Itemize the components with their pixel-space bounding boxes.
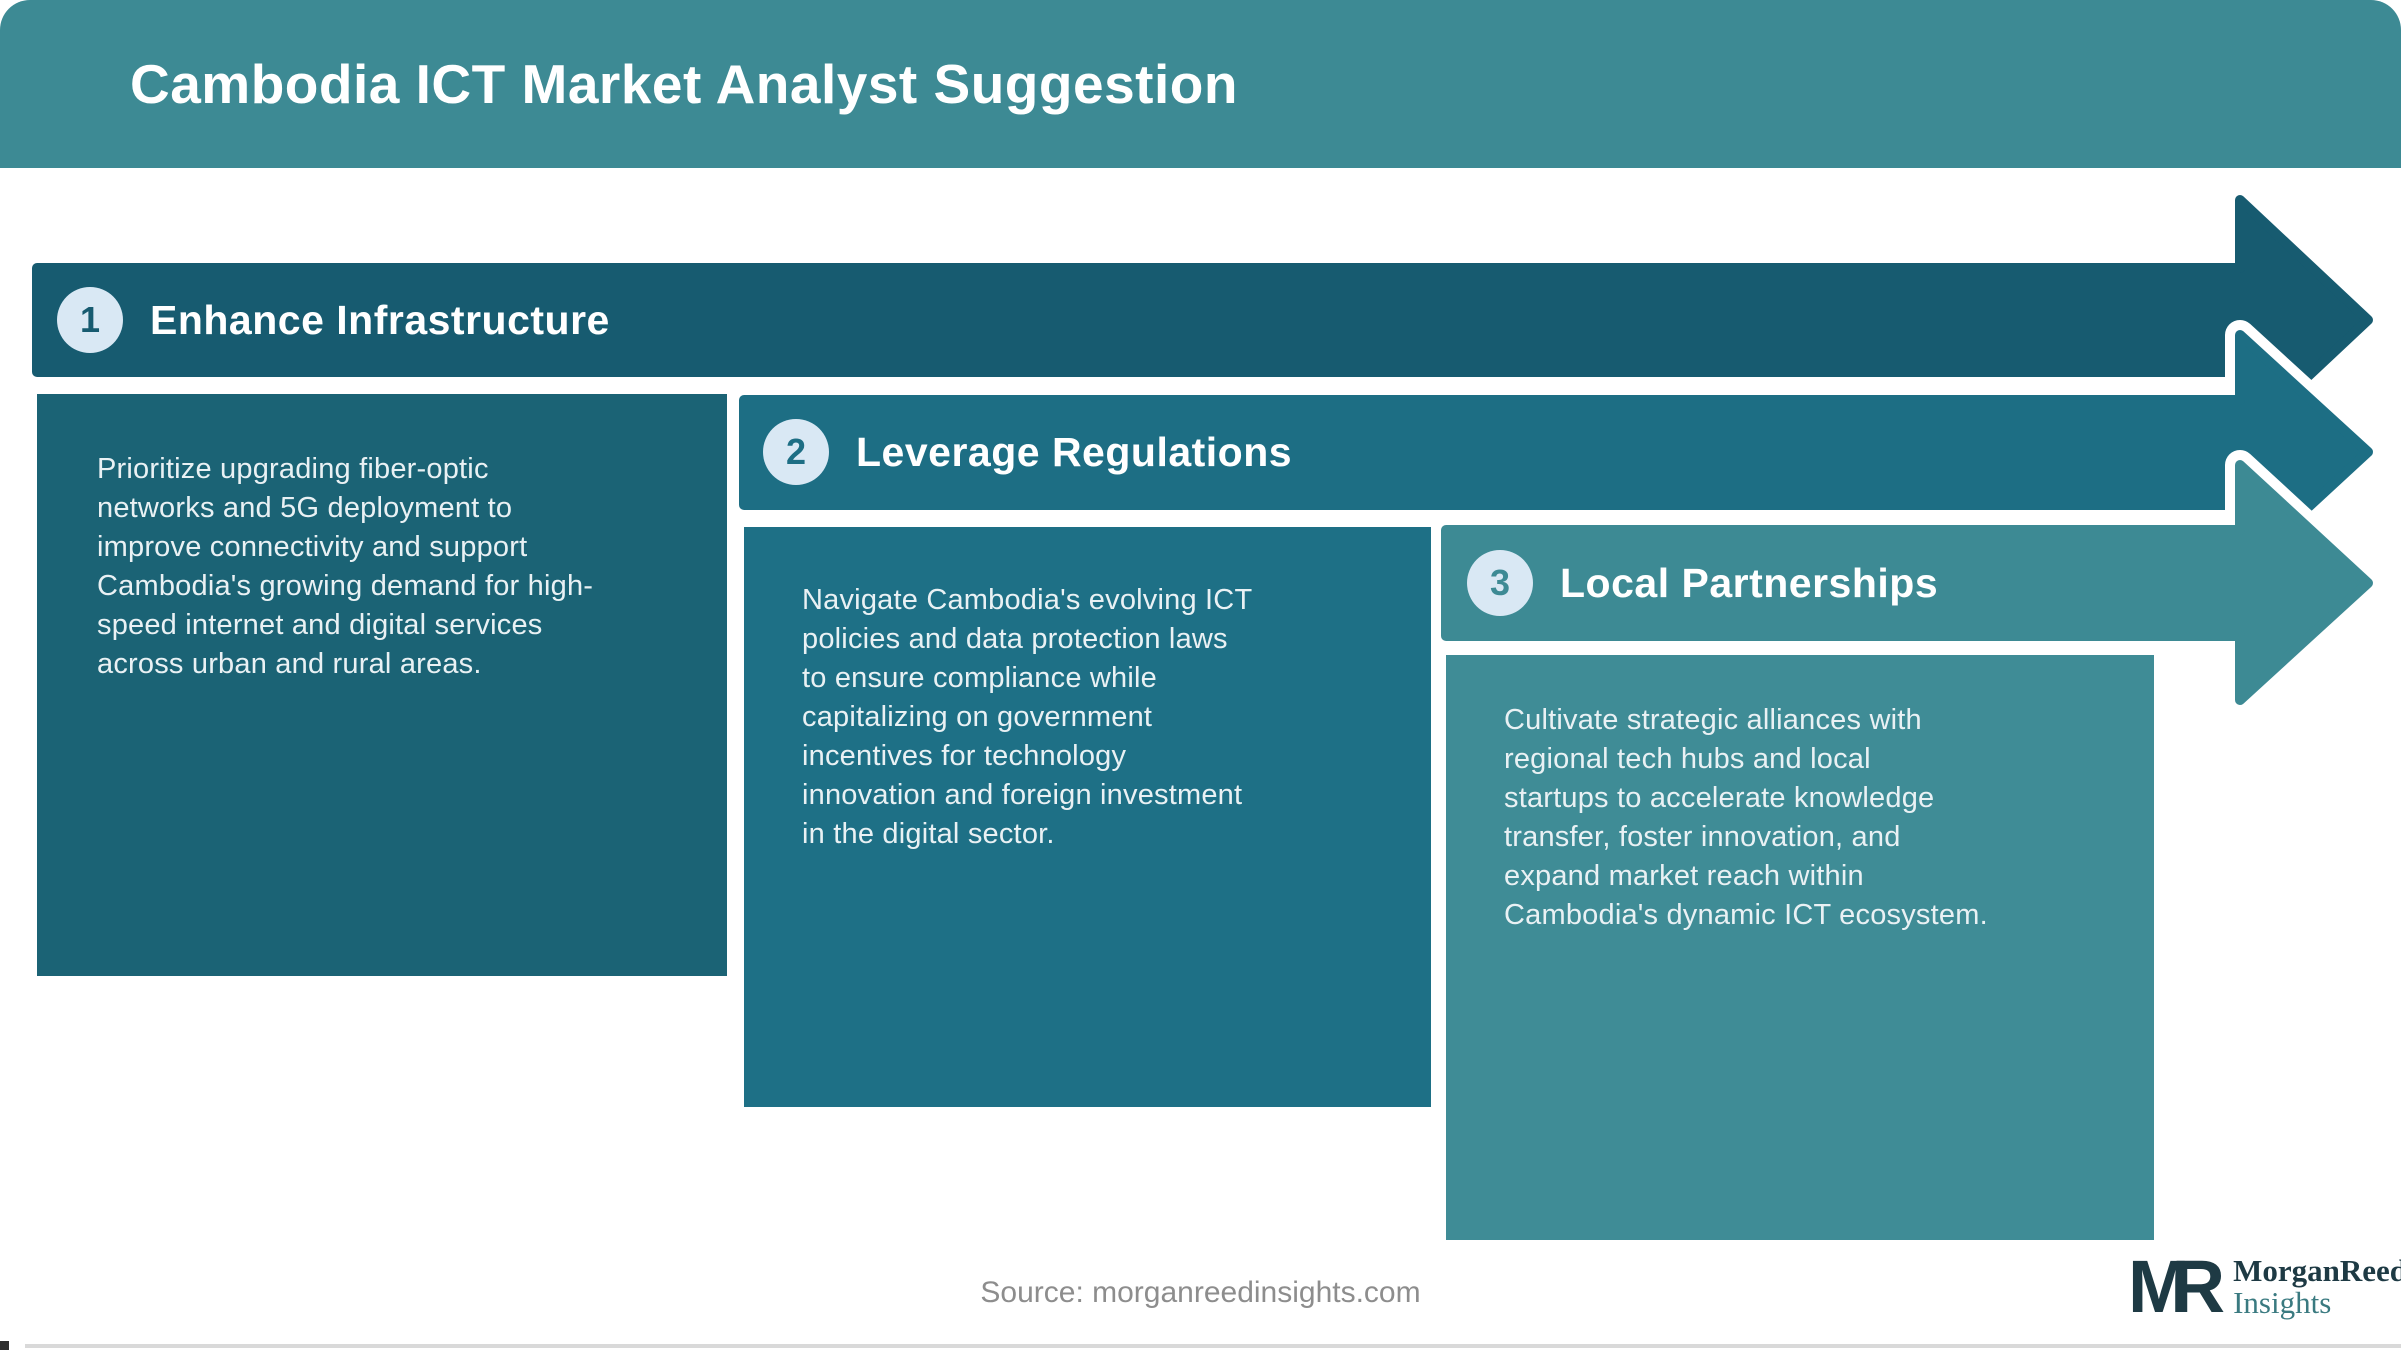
step-3-heading: Local Partnerships bbox=[1560, 559, 1939, 606]
title-bar: Cambodia ICT Market Analyst Suggestion bbox=[0, 0, 2401, 168]
logo-tagline: Insights bbox=[2233, 1285, 2332, 1320]
step-1-description-box: Prioritize upgrading fiber-optic network… bbox=[37, 394, 727, 976]
logo-monogram-icon: MR bbox=[2128, 1245, 2225, 1328]
step-3-number: 3 bbox=[1489, 562, 1511, 603]
corner-mark bbox=[0, 1341, 9, 1350]
logo-text: MorganReed Insights bbox=[2233, 1255, 2401, 1319]
step-2-heading: Leverage Regulations bbox=[856, 429, 1293, 475]
step-2-description-box: Navigate Cambodia's evolving ICT policie… bbox=[744, 527, 1431, 1107]
step-1-heading: Enhance Infrastructure bbox=[150, 296, 610, 343]
step-1-number: 1 bbox=[79, 299, 101, 340]
step-2-description: Navigate Cambodia's evolving ICT policie… bbox=[802, 584, 1253, 850]
step-1-badge: 1 bbox=[57, 287, 123, 353]
step-1-description: Prioritize upgrading fiber-optic network… bbox=[97, 453, 594, 680]
logo-name: MorganReed bbox=[2233, 1253, 2401, 1288]
bottom-divider bbox=[25, 1344, 2401, 1348]
step-3-description-box: Cultivate strategic alliances with regio… bbox=[1446, 655, 2154, 1240]
step-3-description: Cultivate strategic alliances with regio… bbox=[1504, 704, 1988, 931]
step-3-badge: 3 bbox=[1467, 550, 1533, 616]
page-title: Cambodia ICT Market Analyst Suggestion bbox=[130, 53, 1238, 115]
brand-logo: MR MorganReed Insights bbox=[2128, 1245, 2401, 1328]
step-2-number: 2 bbox=[785, 431, 807, 472]
arrow-banner-3 bbox=[1441, 460, 2373, 705]
source-text: Source: morganreedinsights.com bbox=[980, 1276, 1421, 1309]
step-2-badge: 2 bbox=[763, 419, 829, 485]
